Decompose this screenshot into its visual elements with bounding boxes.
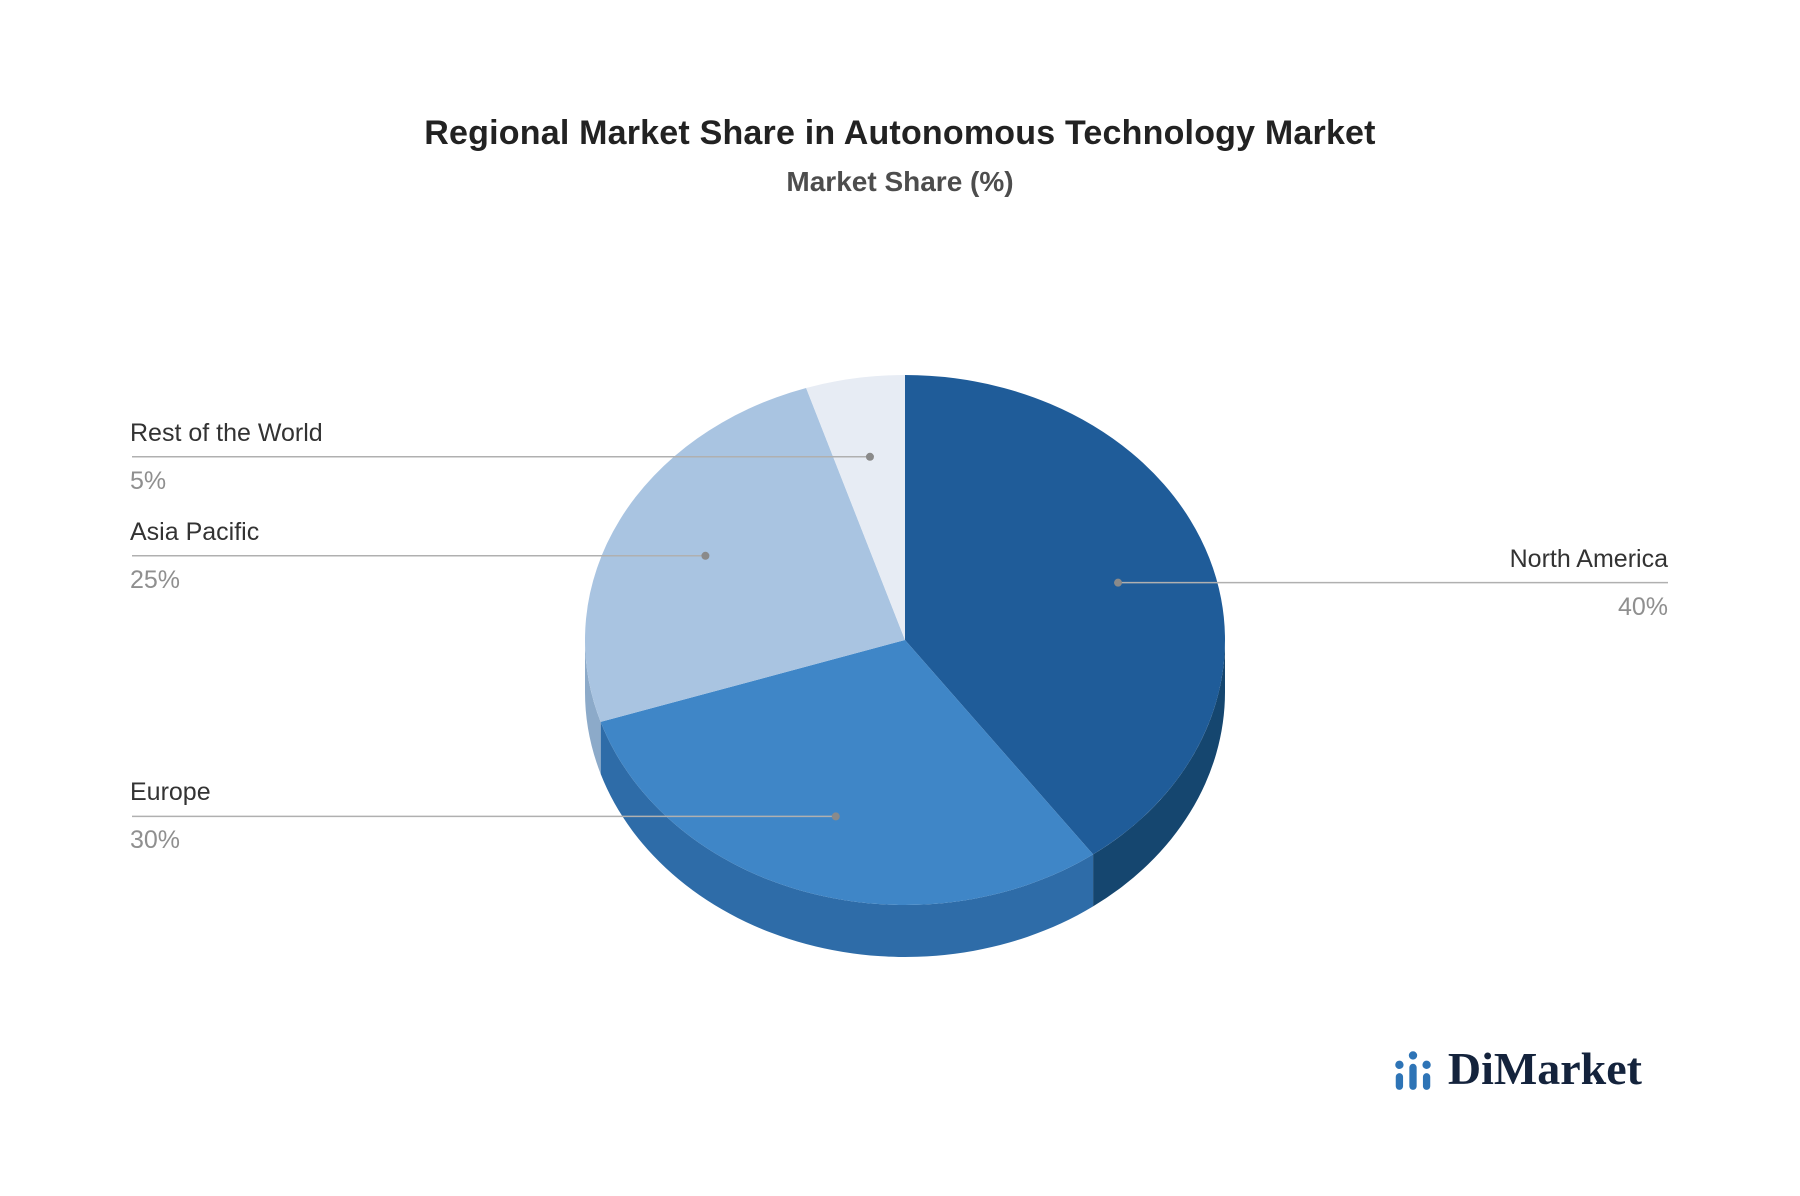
leader-dot-europe bbox=[831, 812, 840, 821]
leader-dot-north-america bbox=[1114, 578, 1123, 587]
leader-dot-rest-of-the-world bbox=[865, 452, 874, 461]
pie-slice-asia-pacific bbox=[584, 387, 905, 722]
leader-dot-asia-pacific bbox=[701, 551, 710, 560]
bar-chart-icon bbox=[1395, 1051, 1431, 1090]
chart-title: Regional Market Share in Autonomous Tech… bbox=[424, 114, 1376, 152]
slice-label-europe: Europe bbox=[130, 778, 211, 807]
slice-value-rest-of-the-world: 5% bbox=[130, 466, 167, 495]
brand-name: DiMarket bbox=[1447, 1043, 1642, 1094]
brand-logo: DiMarket bbox=[1390, 1046, 1642, 1092]
pie-slice-rest-of-the-world bbox=[806, 375, 905, 640]
pie-slice-side-asia-pacific bbox=[585, 640, 601, 774]
slice-label-north-america: North America bbox=[1509, 544, 1668, 573]
pie-slice-europe bbox=[600, 640, 1094, 906]
pie-slice-side-north-america bbox=[1093, 640, 1225, 907]
chart-subtitle: Market Share (%) bbox=[786, 166, 1014, 197]
slice-label-rest-of-the-world: Rest of the World bbox=[130, 418, 323, 447]
slice-value-north-america: 40% bbox=[1617, 592, 1668, 621]
pie-slice-north-america bbox=[905, 375, 1226, 855]
pie-slice-side-europe bbox=[600, 721, 1094, 958]
slice-value-asia-pacific: 25% bbox=[130, 565, 181, 594]
slice-value-europe: 30% bbox=[130, 826, 181, 855]
slice-label-asia-pacific: Asia Pacific bbox=[130, 517, 260, 546]
